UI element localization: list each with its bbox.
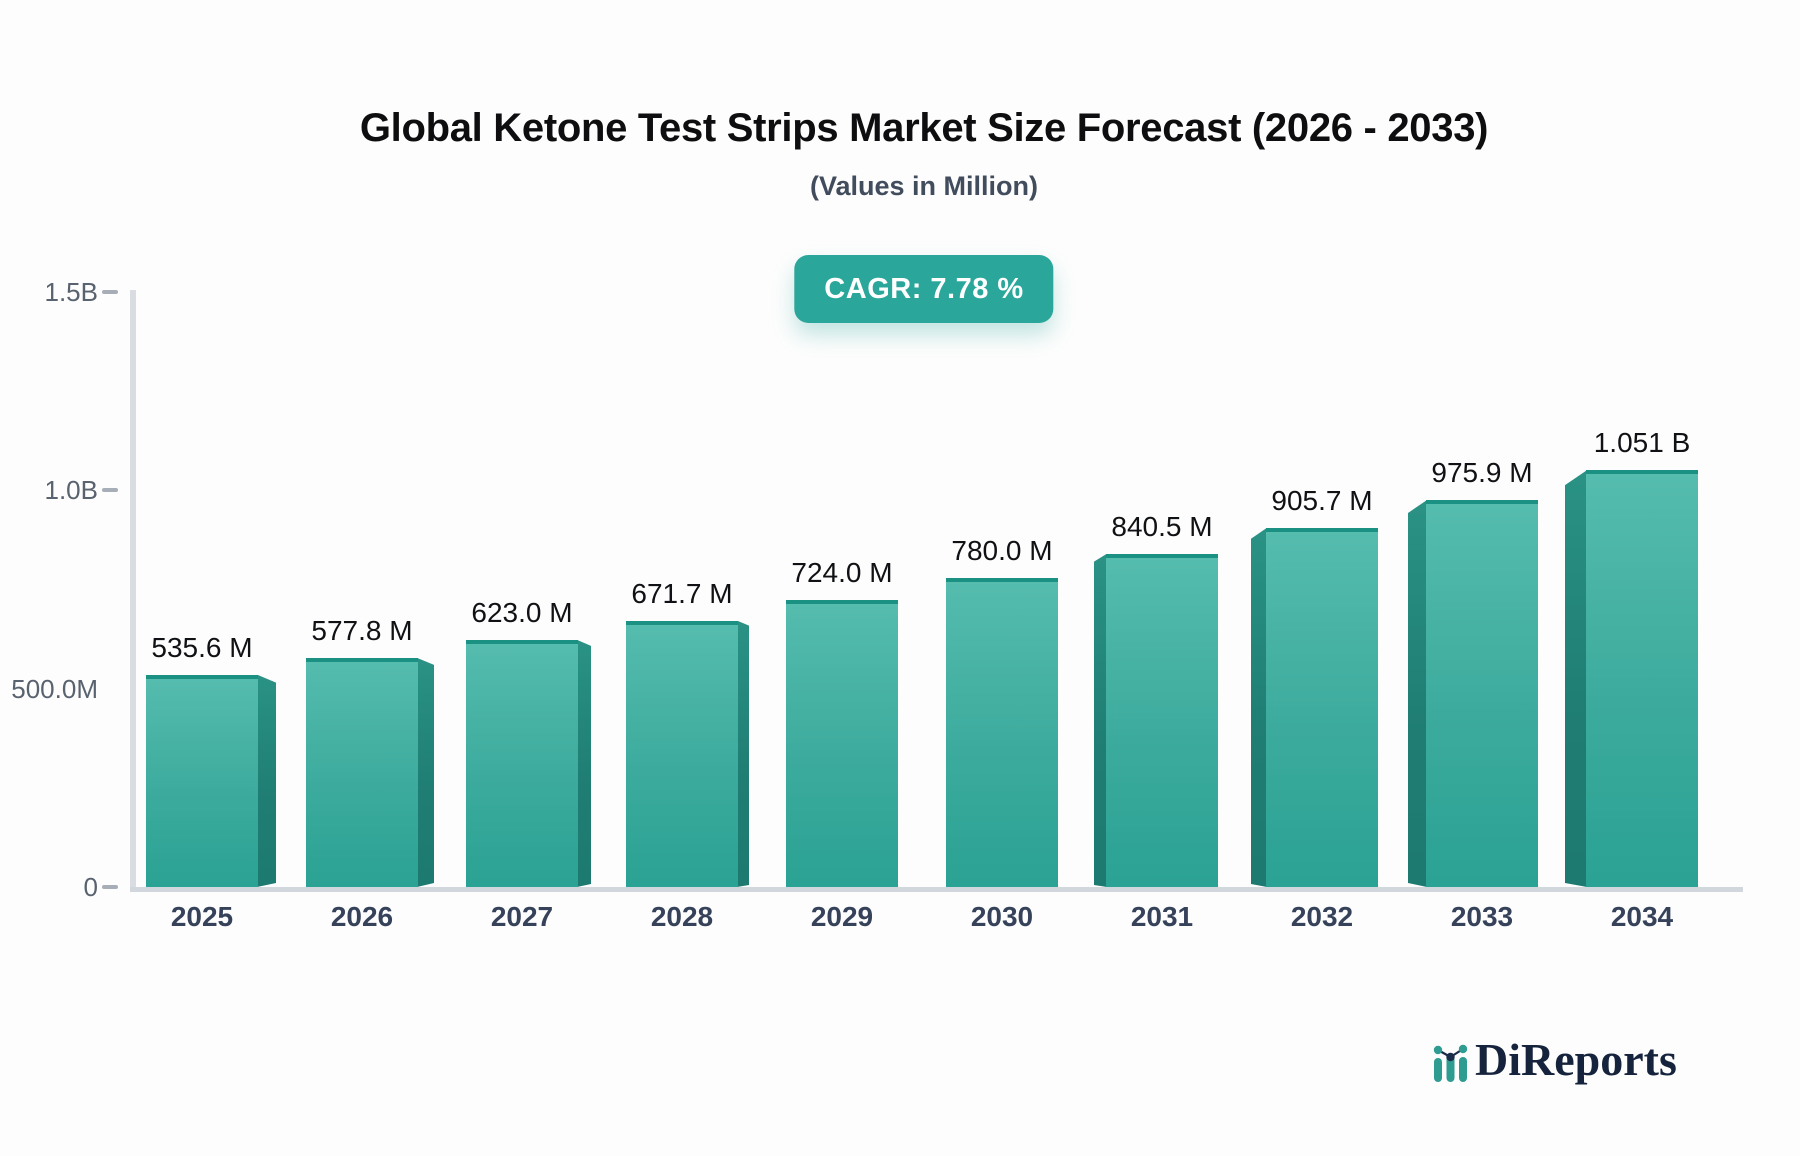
bar-2029 xyxy=(786,599,898,887)
bar-2030 xyxy=(946,577,1058,887)
cagr-badge: CAGR: 7.78 % xyxy=(794,255,1054,323)
bar-value-label: 535.6 M xyxy=(151,631,253,663)
x-axis-label: 2032 xyxy=(1290,901,1354,932)
bar-2033 xyxy=(1426,499,1538,887)
bar-value-label: 1.051 B xyxy=(1593,427,1691,459)
x-axis-label: 2029 xyxy=(810,901,874,932)
x-axis-line xyxy=(130,887,1743,892)
chart-title: Global Ketone Test Strips Market Size Fo… xyxy=(359,106,1489,150)
y-axis-tick-label: 1.0B xyxy=(44,475,99,506)
bar-2026 xyxy=(306,657,418,887)
bar-side-face xyxy=(1408,500,1427,887)
bar-side-face xyxy=(577,640,591,887)
bar-2032 xyxy=(1266,527,1378,887)
y-axis-tick-label: 500.0M xyxy=(11,673,98,704)
bar-value-label: 905.7 M xyxy=(1271,484,1373,516)
y-axis-tick-dash xyxy=(102,885,118,889)
bar-2025 xyxy=(146,674,258,887)
y-axis-tick-label: 1.5B xyxy=(44,277,99,308)
bar-value-label: 840.5 M xyxy=(1111,510,1213,542)
x-axis-label: 2034 xyxy=(1610,901,1674,932)
bar-2027 xyxy=(466,639,578,887)
y-axis-tick-label: 0 xyxy=(83,872,98,902)
bar-side-face xyxy=(1565,470,1587,887)
direports-logo-text: DiReports xyxy=(1475,1034,1677,1085)
bar-2034 xyxy=(1586,470,1698,887)
bar-side-face xyxy=(417,658,434,887)
bar-2031 xyxy=(1106,553,1218,887)
x-axis-label: 2026 xyxy=(330,901,394,932)
bar-2028 xyxy=(626,620,738,887)
bar-value-label: 671.7 M xyxy=(631,577,733,609)
bar-value-label: 724.0 M xyxy=(791,556,893,588)
x-axis-label: 2030 xyxy=(970,901,1034,932)
y-axis-tick-dash xyxy=(102,290,118,295)
bar-side-face xyxy=(1251,528,1267,887)
bar-side-face xyxy=(737,621,749,887)
brand-logo: DiReports xyxy=(1433,1034,1703,1086)
chart-subtitle: (Values in Million) xyxy=(809,171,1039,201)
bar-value-label: 780.0 M xyxy=(951,534,1053,566)
direports-logo-icon xyxy=(1433,1044,1468,1082)
x-axis-label: 2027 xyxy=(490,901,554,932)
bar-value-label: 623.0 M xyxy=(471,596,573,628)
x-axis-label: 2031 xyxy=(1130,901,1194,932)
x-axis-label: 2033 xyxy=(1450,901,1514,932)
y-axis-tick-dash xyxy=(102,488,118,493)
bar-value-label: 975.9 M xyxy=(1431,456,1533,488)
x-axis-label: 2028 xyxy=(650,901,714,932)
x-axis-label: 2025 xyxy=(170,901,234,932)
bar-side-face xyxy=(257,675,276,887)
bar-value-label: 577.8 M xyxy=(311,614,413,646)
bar-side-face xyxy=(1094,554,1107,887)
y-axis-line xyxy=(130,290,136,892)
